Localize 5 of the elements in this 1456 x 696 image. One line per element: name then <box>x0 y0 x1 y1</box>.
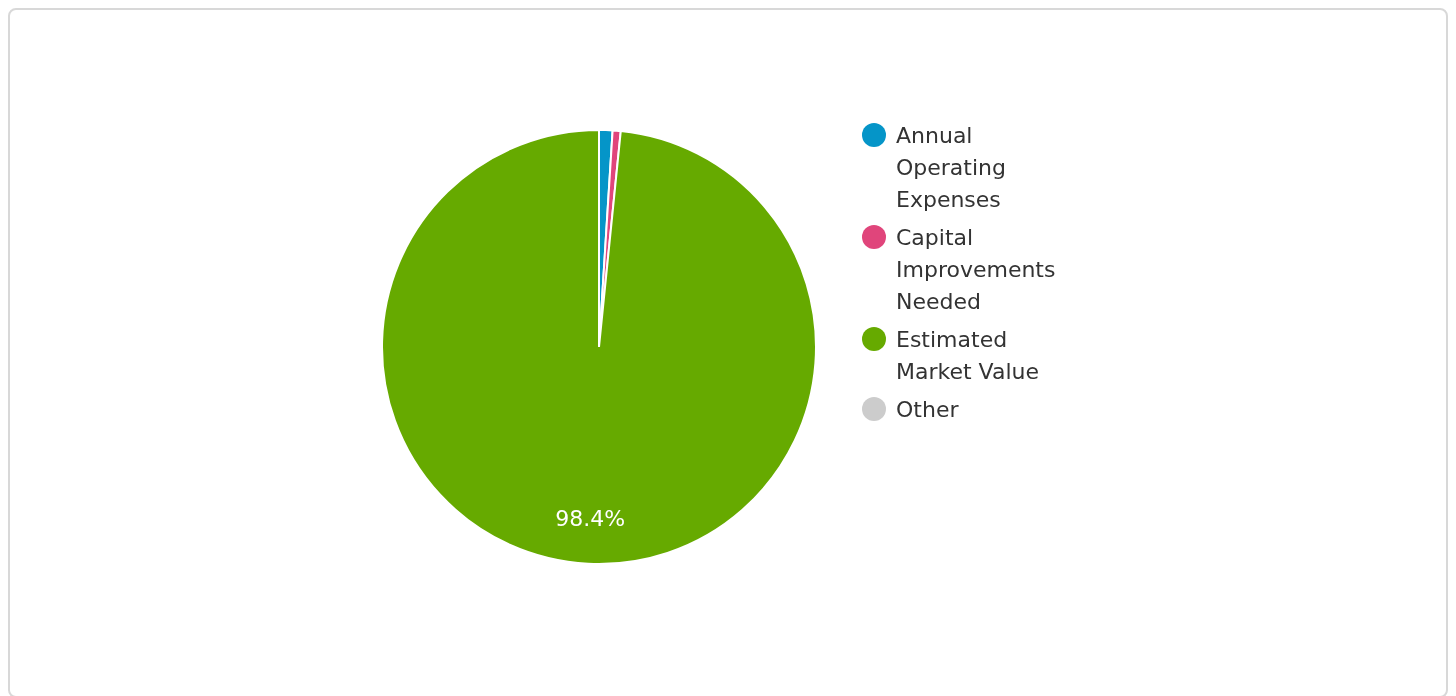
legend-label: Estimated Market Value <box>896 326 1041 386</box>
legend-label: Other <box>896 396 960 424</box>
data-label: 98.4% <box>555 506 626 532</box>
legend-label: Annual Operating Expenses <box>896 122 1007 214</box>
legend-label: Capital Improvements Needed <box>896 224 1057 316</box>
